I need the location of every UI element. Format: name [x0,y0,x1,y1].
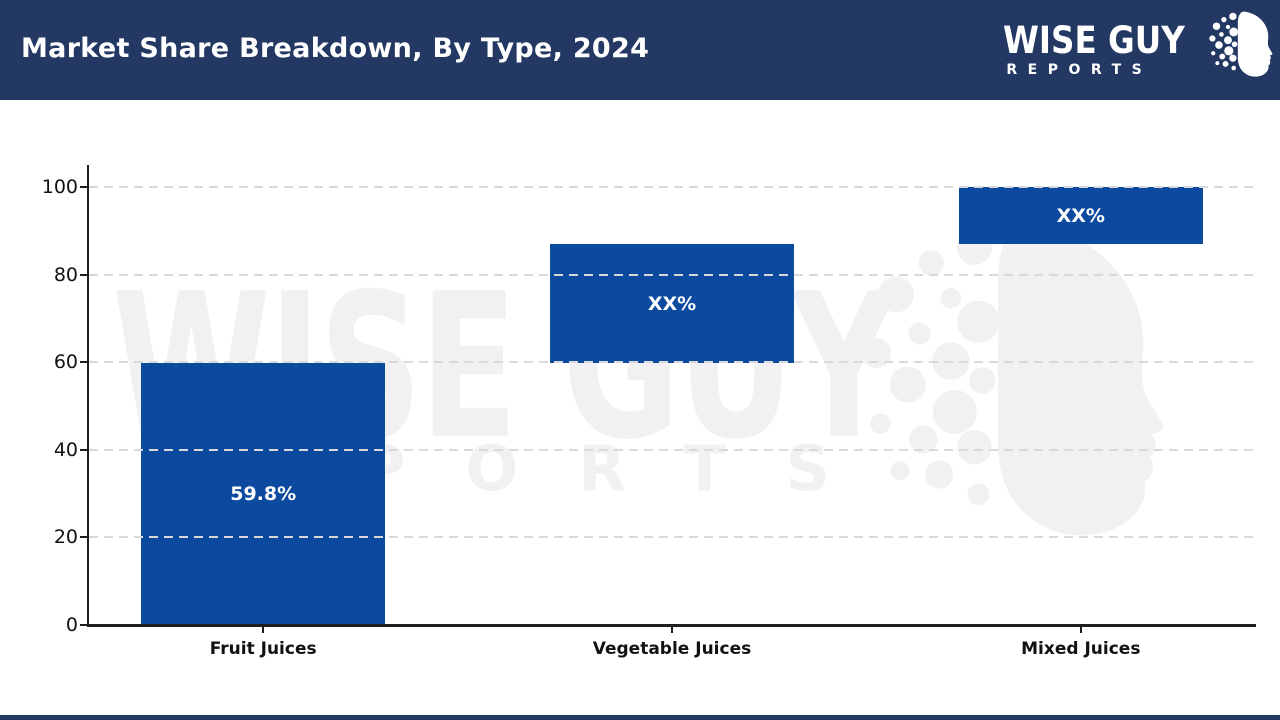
head-profile-icon [1209,11,1273,77]
y-axis-tick [80,624,88,626]
y-axis-tick-label: 0 [65,614,78,636]
y-axis-tick-label: 20 [53,526,78,549]
y-axis-tick [80,536,88,539]
bar-mixed-juices [958,187,1203,245]
logo-subtext: REPORTS [1006,62,1153,78]
gridline-80 [89,273,1256,276]
head-profile-watermark-icon [861,223,1164,536]
x-axis-tick [671,625,673,633]
x-axis-tick [262,625,265,633]
bar-value-label: XX% [1056,204,1105,227]
x-axis-label: Vegetable Juices [592,639,752,659]
gridline-100 [89,186,1256,188]
bar-value-label: 59.8% [230,483,297,506]
footer-bar [0,715,1280,720]
header-bar: Market Share Breakdown, By Type, 2024 WI… [0,0,1280,100]
x-axis-label: Fruit Juices [209,639,317,659]
y-axis-tick-label: 40 [53,438,78,461]
brand-logo-text: WISE GUY REPORTS [1003,22,1210,78]
y-axis-tick-label: 60 [53,351,78,374]
y-axis-spine [87,165,89,626]
bar-value-label: XX% [647,292,697,315]
bar-vegetable-juices [550,244,794,364]
gridline-20 [89,536,1256,539]
gridline-40 [89,448,1256,451]
gridline-60 [89,361,1256,364]
bar-fruit-juices [141,363,386,625]
y-axis-tick [80,361,88,364]
page-title: Market Share Breakdown, By Type, 2024 [21,33,650,64]
y-axis-tick [80,273,88,276]
y-axis-tick [80,448,88,451]
x-axis-tick [1079,625,1082,633]
x-axis-label: Mixed Juices [1021,639,1141,659]
x-axis-spine [87,624,1256,627]
y-axis-tick [80,186,88,188]
brand-logo: WISE GUY REPORTS [1003,4,1278,96]
y-axis-tick-label: 80 [53,263,78,286]
logo-wordmark: WISE GUY [1003,19,1186,62]
y-axis-tick-label: 100 [41,176,78,198]
